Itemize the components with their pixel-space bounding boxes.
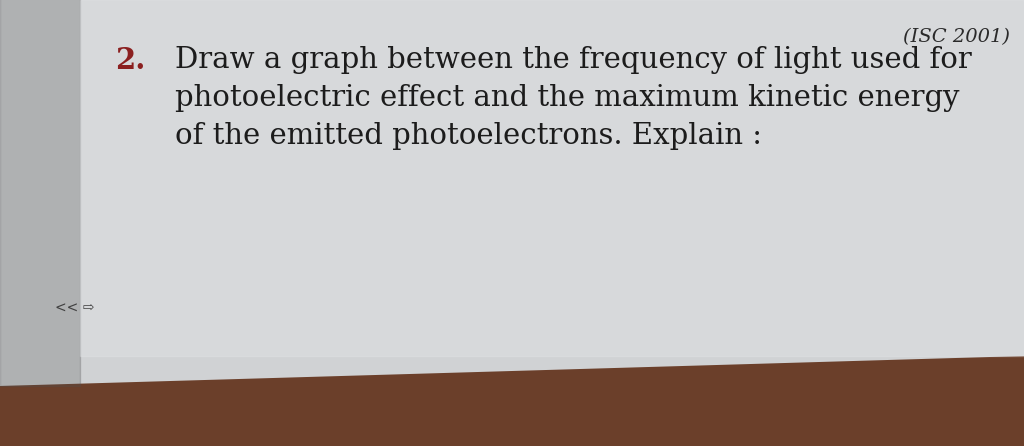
Text: Draw a graph between the frequency of light used for: Draw a graph between the frequency of li… [175,46,972,74]
Text: 2.: 2. [115,46,145,75]
Polygon shape [0,0,1024,386]
Text: of the emitted photoelectrons. Explain :: of the emitted photoelectrons. Explain : [175,122,762,150]
Bar [80,0,1024,356]
Text: (ISC 2001): (ISC 2001) [903,28,1010,46]
Text: photoelectric effect and the maximum kinetic energy: photoelectric effect and the maximum kin… [175,84,959,112]
Bar [0,0,80,386]
Text: << ⇨: << ⇨ [55,301,94,315]
